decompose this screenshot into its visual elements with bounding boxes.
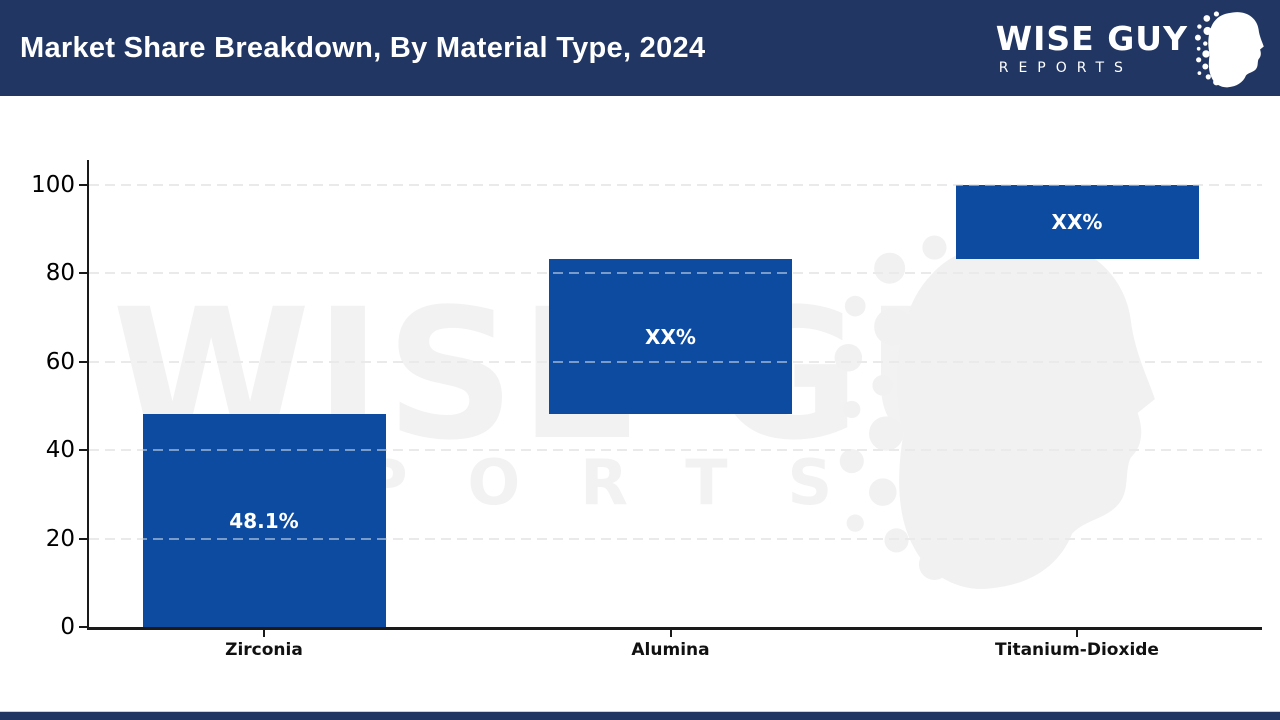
logo-text: WISE GUY REPORTS [996, 22, 1188, 75]
bar-value-label: 48.1% [229, 508, 299, 533]
gridline [89, 537, 1262, 540]
y-tick-label: 20 [45, 525, 75, 552]
bar: 48.1% [142, 414, 386, 627]
x-tick [263, 629, 265, 637]
x-tick-label: Titanium-Dioxide [995, 640, 1159, 660]
y-tick [79, 272, 87, 275]
gridline-overlay [89, 272, 1262, 275]
y-tick-label: 60 [45, 348, 75, 375]
bar-value-label: XX% [645, 324, 696, 349]
x-axis-spine [87, 627, 1262, 630]
x-tick [669, 629, 672, 637]
x-tick [1076, 629, 1078, 637]
y-axis-spine [87, 160, 89, 629]
gridline-overlay [89, 360, 1262, 363]
bar-value-label: XX% [1051, 209, 1103, 234]
bar: XX% [549, 258, 792, 415]
wise-guy-reports-logo: WISE GUY REPORTS [996, 0, 1266, 96]
gridline-overlay [89, 537, 1262, 540]
header-bar: Market Share Breakdown, By Material Type… [0, 0, 1280, 96]
y-tick [79, 626, 87, 628]
gridline-overlay [89, 184, 1262, 186]
watermark-face-icon [834, 235, 1155, 589]
y-tick-label: 80 [45, 260, 75, 287]
footer-divider [0, 711, 1280, 712]
y-tick [79, 184, 87, 186]
bar: XX% [955, 185, 1199, 259]
gridline [89, 184, 1262, 186]
gridline-overlay [89, 449, 1262, 452]
footer-bar [0, 712, 1280, 720]
gridline [89, 449, 1262, 452]
x-tick-label: Alumina [631, 640, 710, 660]
x-tick-label: Zirconia [225, 640, 303, 660]
y-tick-label: 0 [60, 614, 75, 640]
y-tick [79, 449, 87, 452]
logo-face-icon [1194, 11, 1264, 88]
y-tick-label: 100 [31, 172, 75, 198]
y-tick-label: 40 [45, 437, 75, 464]
y-tick [79, 537, 87, 540]
chart-title: Market Share Breakdown, By Material Type… [20, 31, 706, 64]
logo-reports-label: REPORTS [998, 59, 1133, 76]
logo-wiseguy-label: WISE GUY [995, 18, 1188, 58]
y-tick [79, 360, 87, 363]
